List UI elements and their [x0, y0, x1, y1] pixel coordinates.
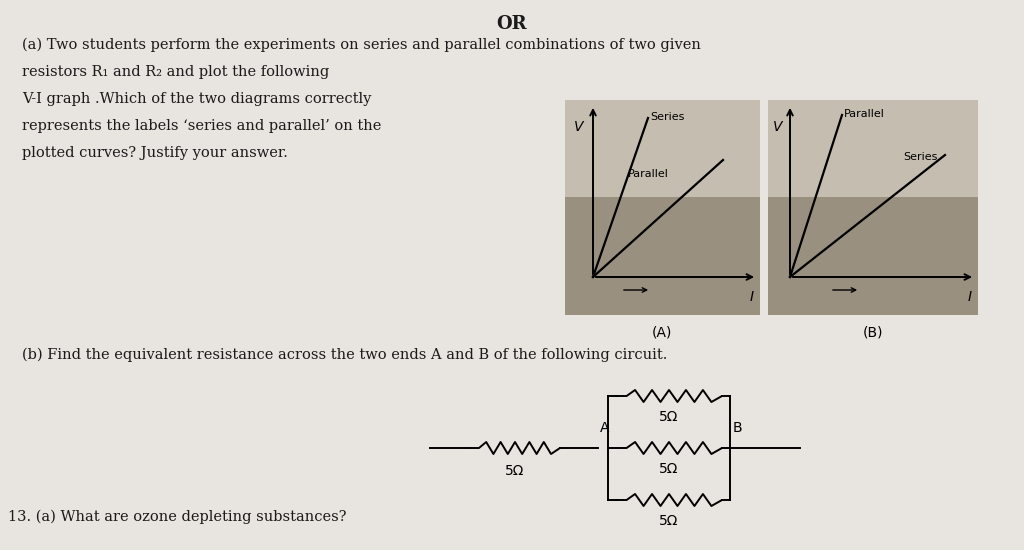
Text: 5Ω: 5Ω [659, 514, 679, 528]
Text: (a) Two students perform the experiments on series and parallel combinations of : (a) Two students perform the experiments… [22, 38, 700, 52]
Bar [565, 197, 760, 315]
Text: V-I graph .Which of the two diagrams correctly: V-I graph .Which of the two diagrams cor… [22, 92, 372, 106]
Text: A: A [600, 421, 609, 435]
Text: (b) Find the equivalent resistance across the two ends A and B of the following : (b) Find the equivalent resistance acros… [22, 348, 668, 362]
Text: I: I [968, 290, 972, 304]
Text: Series: Series [903, 152, 937, 162]
Text: 5Ω: 5Ω [505, 464, 524, 478]
Text: 13. (a) What are ozone depleting substances?: 13. (a) What are ozone depleting substan… [8, 510, 346, 524]
Text: Parallel: Parallel [628, 169, 669, 179]
Text: OR: OR [497, 15, 527, 33]
Text: Parallel: Parallel [844, 109, 885, 119]
Bar [565, 100, 760, 197]
Text: Series: Series [650, 112, 684, 122]
Text: plotted curves? Justify your answer.: plotted curves? Justify your answer. [22, 146, 288, 160]
Text: 5Ω: 5Ω [659, 462, 679, 476]
Text: B: B [733, 421, 742, 435]
Bar [768, 197, 978, 315]
Text: (A): (A) [652, 325, 672, 339]
Text: resistors R₁ and R₂ and plot the following: resistors R₁ and R₂ and plot the followi… [22, 65, 330, 79]
Text: represents the labels ‘series and parallel’ on the: represents the labels ‘series and parall… [22, 119, 381, 133]
Text: (B): (B) [863, 325, 884, 339]
Text: I: I [750, 290, 754, 304]
Text: 5Ω: 5Ω [659, 410, 679, 424]
Text: V: V [773, 120, 782, 134]
Text: V: V [574, 120, 584, 134]
Bar [768, 100, 978, 197]
